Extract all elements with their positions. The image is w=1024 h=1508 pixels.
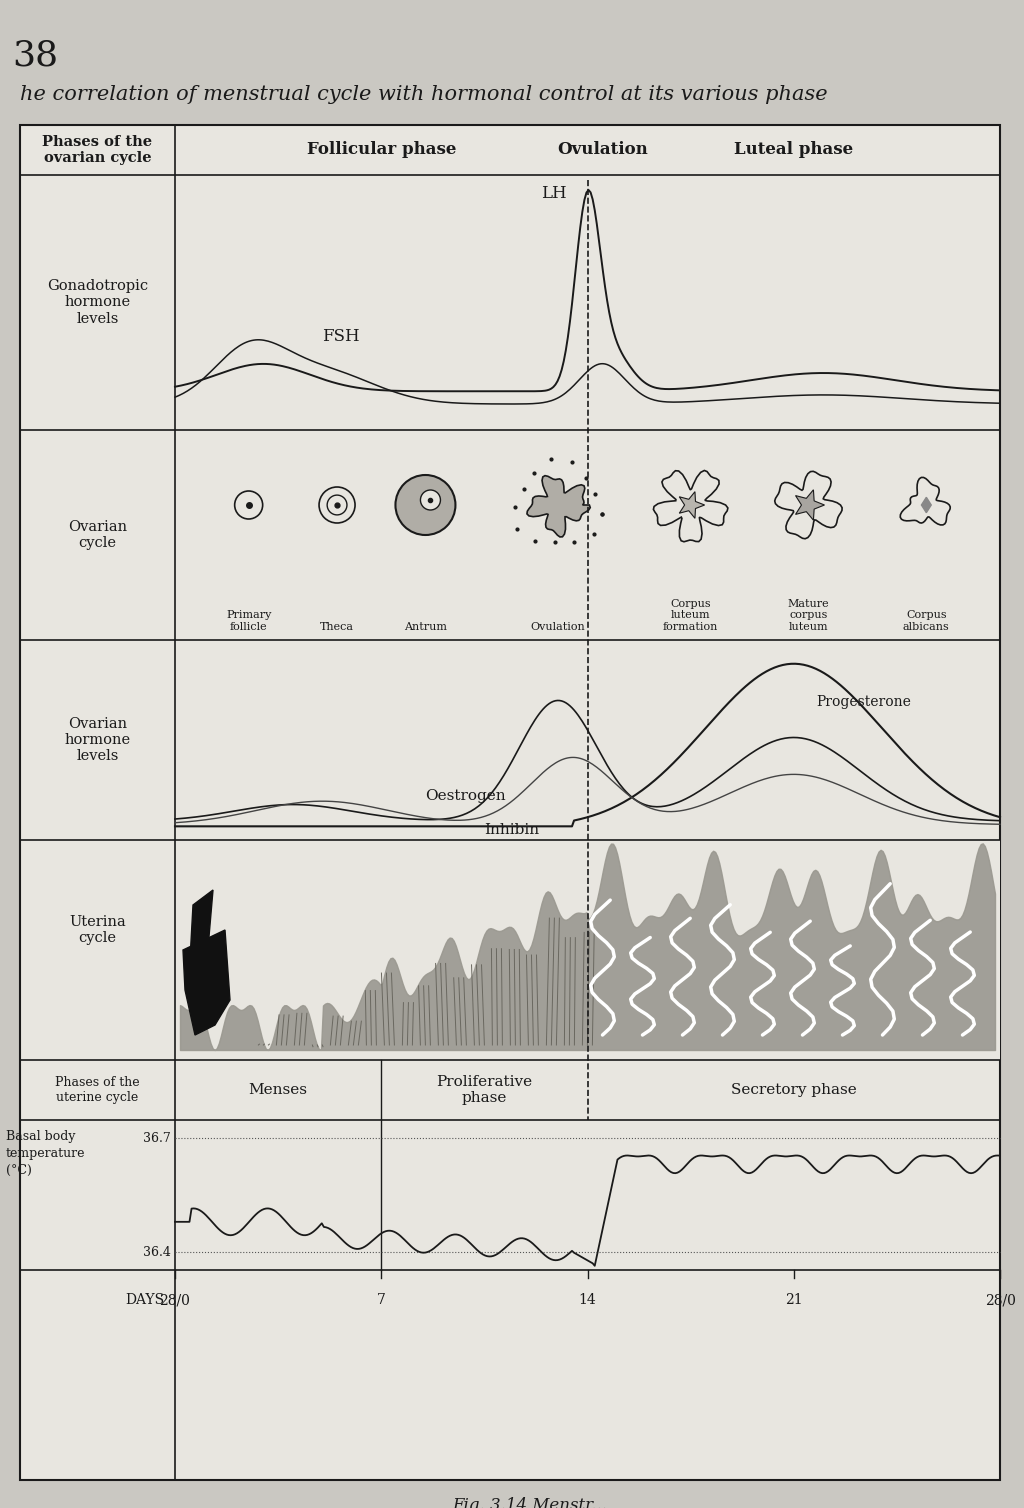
Text: Corpus
albicans: Corpus albicans (903, 611, 949, 632)
Text: FSH: FSH (323, 329, 360, 345)
Polygon shape (796, 490, 824, 520)
Circle shape (327, 495, 347, 514)
Text: Ovarian
cycle: Ovarian cycle (68, 520, 127, 550)
Text: Theca: Theca (321, 621, 354, 632)
Text: 7: 7 (377, 1292, 386, 1307)
Polygon shape (775, 472, 842, 538)
Text: Mature
corpus
luteum: Mature corpus luteum (787, 599, 829, 632)
Text: Menses: Menses (249, 1083, 307, 1096)
Text: Gonadotropic
hormone
levels: Gonadotropic hormone levels (47, 279, 148, 326)
Text: Progesterone: Progesterone (817, 695, 911, 709)
Text: Ovulation: Ovulation (530, 621, 586, 632)
Text: Proliferative
phase: Proliferative phase (436, 1075, 532, 1105)
Text: 38: 38 (12, 38, 58, 72)
Polygon shape (183, 930, 230, 1034)
Text: Inhibin: Inhibin (484, 823, 540, 837)
Text: Oestrogen: Oestrogen (425, 789, 506, 802)
Text: Corpus
luteum
formation: Corpus luteum formation (663, 599, 718, 632)
Text: Phases of the
ovarian cycle: Phases of the ovarian cycle (42, 134, 153, 164)
Text: 14: 14 (579, 1292, 596, 1307)
Polygon shape (190, 890, 213, 961)
Polygon shape (900, 478, 950, 525)
Text: Primary
follicle: Primary follicle (226, 611, 271, 632)
Text: 36.7: 36.7 (143, 1131, 171, 1145)
Circle shape (421, 490, 440, 510)
Circle shape (234, 492, 263, 519)
Text: Luteal phase: Luteal phase (734, 142, 853, 158)
Polygon shape (679, 492, 705, 519)
Text: LH: LH (541, 185, 566, 202)
Polygon shape (922, 498, 931, 513)
Text: 36.4: 36.4 (143, 1246, 171, 1259)
Text: Antrum: Antrum (403, 621, 446, 632)
Text: Fig. 3.14 Menstr...: Fig. 3.14 Menstr... (453, 1496, 607, 1508)
Bar (175, 840, 1000, 1060)
Text: DAYS: DAYS (125, 1292, 164, 1307)
Text: Phases of the
uterine cycle: Phases of the uterine cycle (55, 1077, 140, 1104)
Text: Secretory phase: Secretory phase (731, 1083, 857, 1096)
Text: Uterina
cycle: Uterina cycle (70, 915, 126, 946)
Polygon shape (527, 475, 590, 537)
Text: Ovulation: Ovulation (557, 142, 648, 158)
Text: Follicular phase: Follicular phase (306, 142, 456, 158)
Bar (20, 125, 1000, 1479)
Text: 28/0: 28/0 (984, 1292, 1016, 1307)
Text: he correlation of menstrual cycle with hormonal control at its various phase: he correlation of menstrual cycle with h… (20, 86, 827, 104)
Circle shape (395, 475, 456, 535)
Text: Ovarian
hormone
levels: Ovarian hormone levels (65, 716, 131, 763)
Text: Basal body: Basal body (6, 1129, 76, 1143)
Polygon shape (653, 470, 728, 541)
Text: 28/0: 28/0 (160, 1292, 190, 1307)
Circle shape (319, 487, 355, 523)
Text: 21: 21 (785, 1292, 803, 1307)
Text: (°C): (°C) (6, 1164, 32, 1178)
Text: temperature: temperature (6, 1148, 85, 1160)
